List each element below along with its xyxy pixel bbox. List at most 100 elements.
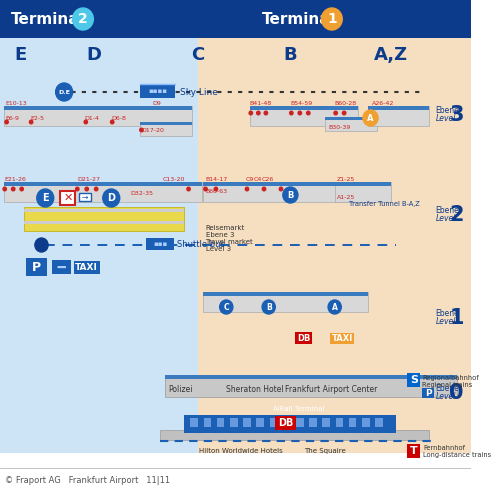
- Bar: [74, 261, 100, 274]
- Bar: [202, 292, 368, 312]
- Text: P: P: [424, 389, 432, 398]
- Circle shape: [306, 111, 310, 115]
- Text: D17-20: D17-20: [142, 128, 165, 133]
- Bar: [202, 182, 368, 186]
- Text: B: B: [266, 303, 272, 312]
- Text: D: D: [87, 46, 102, 64]
- Bar: [322, 418, 330, 427]
- Bar: [24, 209, 184, 212]
- Text: ▬▬: ▬▬: [56, 264, 66, 269]
- Bar: [270, 418, 277, 427]
- Text: C4: C4: [254, 176, 262, 181]
- Text: D1-4: D1-4: [85, 115, 100, 120]
- Bar: [326, 117, 377, 120]
- Circle shape: [76, 187, 79, 191]
- Circle shape: [220, 300, 233, 314]
- Text: The Squaire: The Squaire: [304, 448, 346, 454]
- Text: E10-13: E10-13: [6, 100, 28, 105]
- Text: C26: C26: [262, 176, 274, 181]
- Text: B30-39: B30-39: [328, 125, 350, 130]
- Circle shape: [56, 83, 72, 101]
- Text: Reisemarkt
Ebene 3
Travel market
Level 3: Reisemarkt Ebene 3 Travel market Level 3: [206, 225, 254, 252]
- Circle shape: [328, 300, 342, 314]
- Bar: [140, 122, 192, 125]
- Text: A1-25: A1-25: [336, 194, 355, 199]
- Circle shape: [187, 187, 190, 191]
- Bar: [79, 193, 90, 201]
- Circle shape: [12, 187, 15, 191]
- Bar: [250, 106, 358, 126]
- Bar: [190, 418, 198, 427]
- Text: 1: 1: [327, 12, 336, 26]
- Text: A: A: [332, 303, 338, 312]
- Bar: [334, 182, 392, 186]
- Text: E: E: [14, 46, 27, 64]
- Text: AiRail Terminal: AiRail Terminal: [274, 406, 325, 412]
- Bar: [26, 258, 47, 276]
- Bar: [202, 182, 368, 202]
- Bar: [375, 418, 383, 427]
- Text: Level: Level: [436, 214, 456, 223]
- Text: P: P: [32, 260, 42, 273]
- Bar: [422, 388, 434, 398]
- Bar: [368, 106, 429, 110]
- Bar: [140, 122, 192, 136]
- Circle shape: [342, 111, 346, 115]
- Text: C9: C9: [245, 176, 254, 181]
- Text: D21-27: D21-27: [78, 176, 100, 181]
- Bar: [256, 418, 264, 427]
- Bar: [165, 375, 458, 379]
- Bar: [230, 418, 237, 427]
- Bar: [408, 444, 420, 458]
- Bar: [326, 117, 377, 131]
- Circle shape: [94, 187, 98, 191]
- Bar: [52, 260, 70, 274]
- Bar: [24, 207, 184, 231]
- Circle shape: [322, 8, 342, 30]
- Bar: [4, 106, 192, 110]
- Bar: [4, 106, 192, 126]
- Circle shape: [249, 111, 252, 115]
- Bar: [349, 418, 356, 427]
- Bar: [146, 238, 174, 250]
- Circle shape: [280, 187, 282, 191]
- Bar: [60, 191, 76, 205]
- Text: Ebene: Ebene: [436, 384, 460, 393]
- Text: B: B: [287, 190, 294, 199]
- Text: Fernbahnhof
Long-distance trains: Fernbahnhof Long-distance trains: [424, 444, 492, 458]
- Text: Terminal: Terminal: [262, 11, 336, 26]
- Text: 1: 1: [450, 308, 464, 328]
- Bar: [309, 418, 317, 427]
- Text: D6-8: D6-8: [112, 115, 126, 120]
- Circle shape: [262, 300, 276, 314]
- Text: E2-5: E2-5: [30, 115, 44, 120]
- Text: C13-20: C13-20: [162, 176, 184, 181]
- Bar: [408, 373, 420, 387]
- Circle shape: [35, 238, 48, 252]
- Circle shape: [334, 111, 338, 115]
- Bar: [295, 332, 312, 344]
- Text: ▪▪▪: ▪▪▪: [153, 241, 168, 247]
- Text: D.E: D.E: [58, 89, 70, 94]
- Text: B41-48: B41-48: [250, 100, 272, 105]
- Text: Shuttle bus: Shuttle bus: [177, 240, 225, 248]
- Circle shape: [262, 187, 266, 191]
- Bar: [362, 418, 370, 427]
- Bar: [368, 106, 429, 126]
- Text: Frankfurt Airport Center: Frankfurt Airport Center: [284, 385, 377, 394]
- Circle shape: [140, 128, 143, 132]
- Bar: [140, 84, 175, 98]
- Bar: [24, 221, 184, 224]
- Text: Level: Level: [436, 113, 456, 122]
- Text: 2: 2: [450, 205, 464, 225]
- Circle shape: [72, 8, 94, 30]
- Text: Level: Level: [436, 392, 456, 401]
- Bar: [0, 468, 472, 497]
- Text: 3: 3: [450, 105, 464, 125]
- Bar: [296, 418, 304, 427]
- Circle shape: [110, 120, 114, 124]
- Circle shape: [204, 187, 207, 191]
- Circle shape: [246, 187, 248, 191]
- Bar: [4, 182, 202, 202]
- Circle shape: [20, 187, 24, 191]
